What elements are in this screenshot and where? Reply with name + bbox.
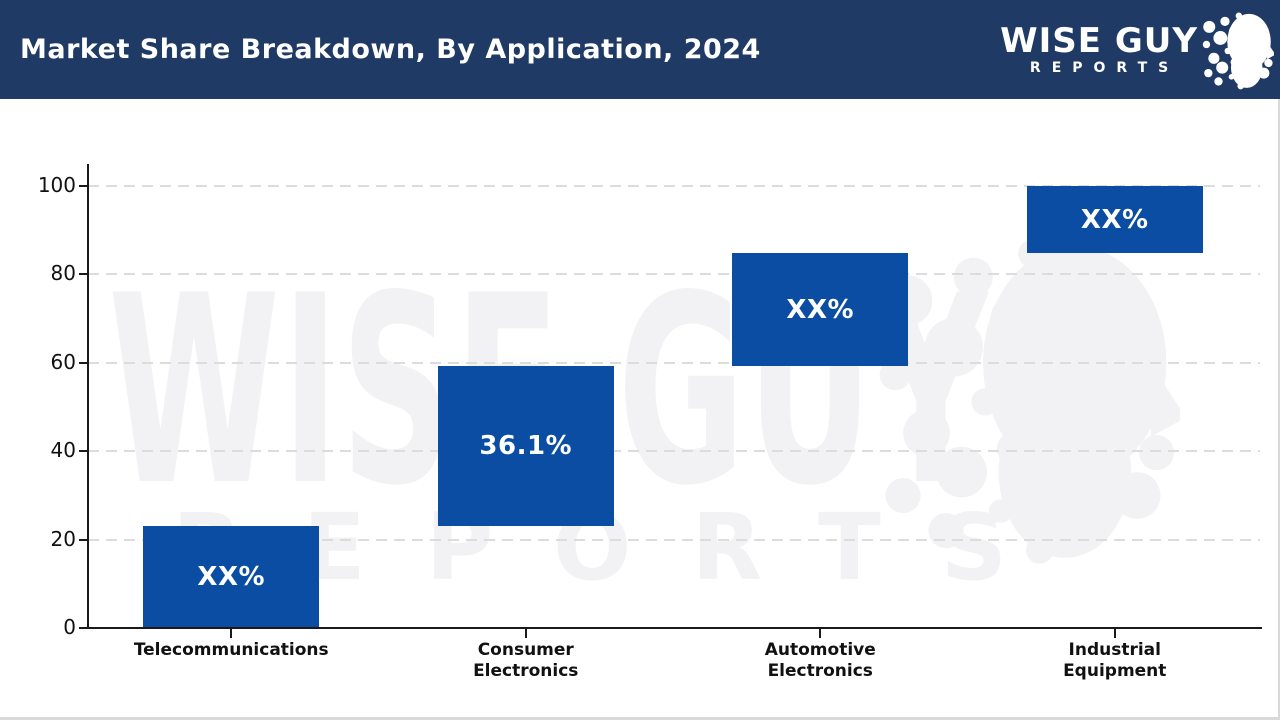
x-axis-spine: [87, 627, 1262, 629]
gridline-60: [88, 361, 1260, 364]
bar-0: XX%: [143, 525, 320, 628]
ytick-label-20: 20: [50, 526, 76, 551]
bar-2: XX%: [732, 253, 909, 367]
ytick-label-80: 80: [50, 261, 76, 286]
ytick-label-100: 100: [37, 173, 76, 197]
bar-value-label-3: XX%: [1080, 204, 1149, 235]
ytick-40: [79, 450, 88, 453]
y-axis-spine: [87, 164, 89, 629]
bar-value-label-2: XX%: [786, 294, 855, 325]
bar-value-label-0: XX%: [197, 561, 266, 592]
bar-3: XX%: [1026, 186, 1203, 254]
logo-wordmark: WISE GUY: [1000, 20, 1198, 61]
ytick-60: [79, 361, 88, 364]
xtick-label-3: Industrial Equipment: [1063, 640, 1167, 681]
ytick-label-40: 40: [50, 438, 76, 463]
ytick-label-60: 60: [50, 349, 76, 374]
chart-title: Market Share Breakdown, By Application, …: [20, 34, 761, 65]
bar-value-label-1: 36.1%: [479, 431, 573, 462]
gridline-20: [88, 538, 1260, 541]
xtick-2: [819, 629, 822, 638]
xtick-1: [524, 629, 527, 638]
ytick-80: [79, 273, 88, 276]
xtick-label-1: Consumer Electronics: [473, 640, 579, 681]
wiseguy-head-icon: [1200, 8, 1274, 92]
gridline-40: [88, 450, 1260, 453]
wiseguy-logo-text: WISE GUY REPORTS: [1000, 24, 1198, 76]
wiseguy-logo: WISE GUY REPORTS: [1000, 8, 1274, 92]
ytick-20: [79, 538, 88, 541]
logo-subtitle: REPORTS: [1029, 59, 1180, 76]
bar-1: 36.1%: [437, 366, 614, 526]
gridline-100: [88, 185, 1260, 187]
xtick-label-0: Telecommunications: [133, 640, 329, 660]
xtick-label-2: Automotive Electronics: [764, 640, 876, 681]
ytick-100: [79, 185, 88, 187]
ytick-label-0: 0: [63, 615, 76, 639]
xtick-0: [230, 629, 233, 638]
header-bar: Market Share Breakdown, By Application, …: [0, 0, 1280, 99]
xtick-3: [1113, 629, 1116, 638]
ytick-0: [79, 627, 88, 629]
gridline-80: [88, 273, 1260, 276]
